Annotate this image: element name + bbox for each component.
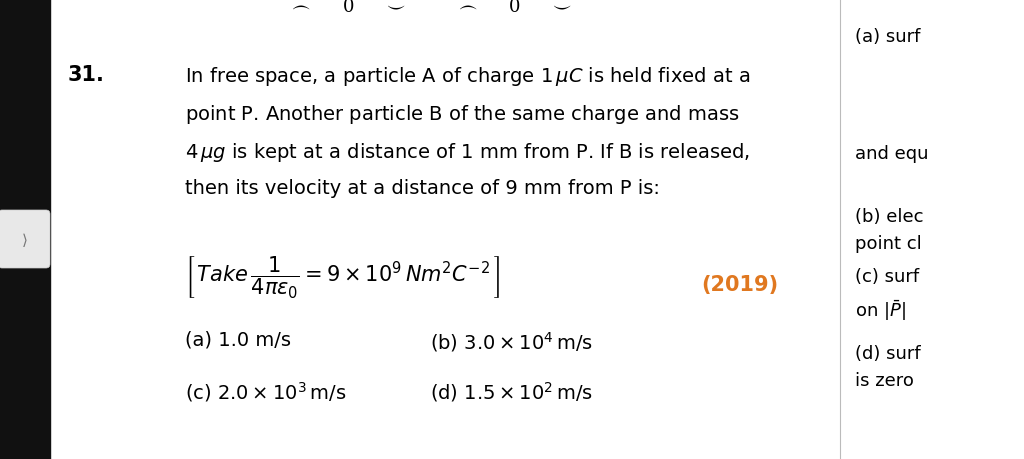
Text: $\left[\,\mathit{Take}\,\dfrac{1}{4\pi\varepsilon_0} = 9\times10^9\,Nm^2C^{-2}\,: $\left[\,\mathit{Take}\,\dfrac{1}{4\pi\v…: [185, 254, 501, 301]
Text: (2019): (2019): [701, 274, 778, 294]
Text: (b) $3.0\times10^4\,\mathrm{m/s}$: (b) $3.0\times10^4\,\mathrm{m/s}$: [430, 329, 593, 353]
Text: $\rangle$: $\rangle$: [20, 230, 28, 248]
Text: point P. Another particle B of the same charge and $\mathrm{mass}$: point P. Another particle B of the same …: [185, 103, 739, 126]
Text: (d) $1.5\times10^2\,\mathrm{m/s}$: (d) $1.5\times10^2\,\mathrm{m/s}$: [430, 379, 593, 403]
Text: 31.: 31.: [68, 65, 104, 85]
Text: on $|\bar{P}|$: on $|\bar{P}|$: [855, 297, 906, 322]
Text: (c) $2.0\times10^3\,\mathrm{m/s}$: (c) $2.0\times10^3\,\mathrm{m/s}$: [185, 379, 346, 403]
Text: is zero: is zero: [855, 371, 913, 389]
Bar: [0, 0, 50, 459]
Text: point cl: point cl: [855, 235, 922, 252]
Text: (d) surf: (d) surf: [855, 344, 921, 362]
Text: In free space, a particle A of charge $1\,\mu C$ is held fixed at a: In free space, a particle A of charge $1…: [185, 65, 751, 88]
Text: then its velocity at a distance of 9 mm from P is:: then its velocity at a distance of 9 mm …: [185, 179, 659, 197]
Text: $\frown$ $\quad$ 0 $\quad$ $\smile$ $\qquad$ $\frown$ $\quad$ 0 $\quad$ $\smile$: $\frown$ $\quad$ 0 $\quad$ $\smile$ $\qq…: [288, 0, 572, 16]
Text: $4\,\mu g$ is kept at a distance of 1 mm from P. If B is released,: $4\,\mu g$ is kept at a distance of 1 mm…: [185, 141, 750, 164]
FancyBboxPatch shape: [0, 211, 50, 269]
Text: (c) surf: (c) surf: [855, 268, 920, 285]
Text: and equ: and equ: [855, 145, 929, 162]
Text: (b) elec: (b) elec: [855, 207, 924, 225]
Text: (a) surf: (a) surf: [855, 28, 921, 46]
Text: (a) 1.0 m/s: (a) 1.0 m/s: [185, 329, 291, 348]
